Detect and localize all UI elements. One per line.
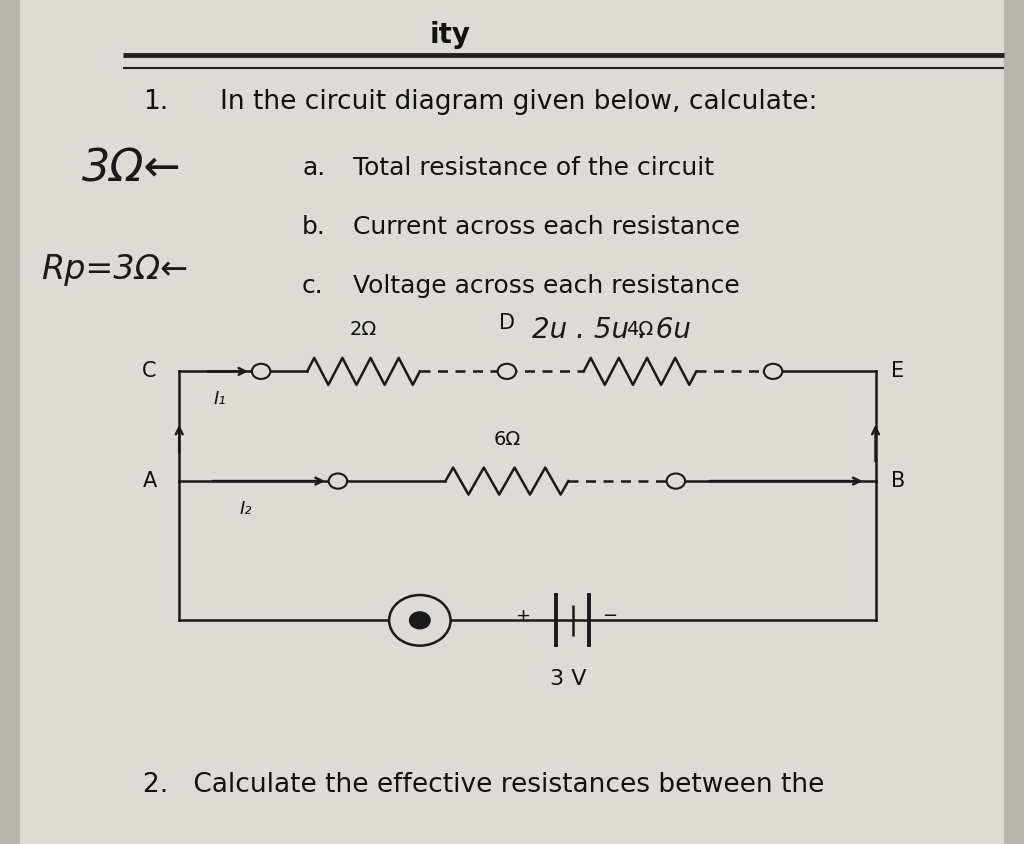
Circle shape (389, 595, 451, 646)
Text: I₁: I₁ (214, 390, 226, 408)
Text: +: + (515, 607, 529, 625)
Text: A: A (142, 471, 157, 491)
Text: −: − (602, 607, 616, 625)
Text: ity: ity (430, 21, 471, 49)
Text: 6Ω: 6Ω (494, 430, 520, 449)
Text: a.: a. (302, 156, 326, 180)
Text: 3 V: 3 V (550, 669, 587, 690)
Circle shape (667, 473, 685, 489)
Text: 2.   Calculate the effective resistances between the: 2. Calculate the effective resistances b… (143, 772, 824, 798)
Circle shape (329, 473, 347, 489)
Text: c.: c. (302, 274, 324, 298)
Circle shape (410, 612, 430, 629)
Text: 4Ω: 4Ω (627, 320, 653, 339)
Text: 2Ω: 2Ω (350, 320, 377, 339)
Text: In the circuit diagram given below, calculate:: In the circuit diagram given below, calc… (220, 89, 817, 115)
Text: b.: b. (302, 215, 326, 239)
Circle shape (498, 364, 516, 379)
Circle shape (764, 364, 782, 379)
Text: 1.: 1. (143, 89, 169, 115)
Text: 3Ω←: 3Ω← (82, 148, 181, 191)
Text: C: C (142, 361, 157, 381)
Text: Total resistance of the circuit: Total resistance of the circuit (353, 156, 715, 180)
Text: 2u . 5u . 6u: 2u . 5u . 6u (532, 316, 691, 344)
Circle shape (252, 364, 270, 379)
Text: B: B (891, 471, 905, 491)
FancyBboxPatch shape (20, 0, 1004, 844)
Text: Current across each resistance: Current across each resistance (353, 215, 740, 239)
Text: Rp=3Ω←: Rp=3Ω← (41, 253, 188, 286)
Text: E: E (891, 361, 904, 381)
Text: I₂: I₂ (240, 500, 252, 517)
Text: Voltage across each resistance: Voltage across each resistance (353, 274, 740, 298)
Text: D: D (499, 313, 515, 333)
